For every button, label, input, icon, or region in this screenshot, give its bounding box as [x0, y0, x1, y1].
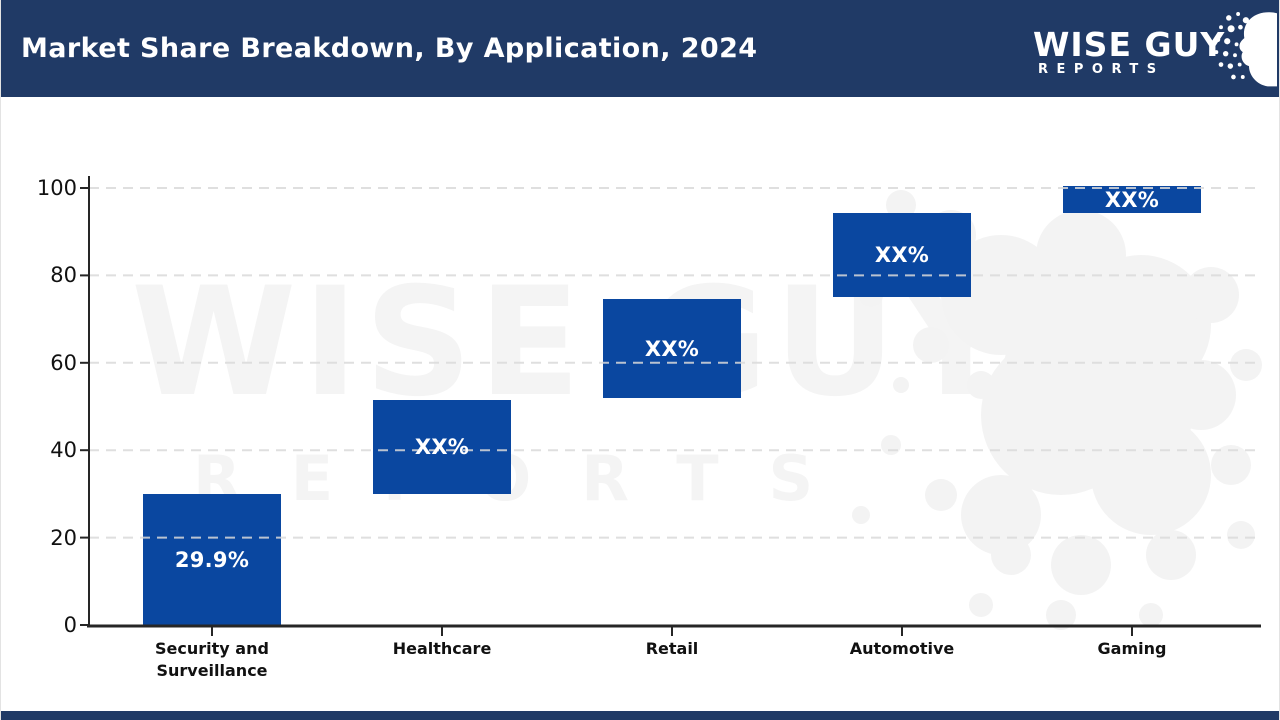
- page-title: Market Share Breakdown, By Application, …: [21, 33, 758, 64]
- bar: [143, 494, 281, 625]
- bar: [833, 213, 971, 298]
- bar-value-label: XX%: [414, 434, 470, 459]
- bar-value-label: 29.9%: [174, 547, 250, 572]
- x-category-label: Healthcare: [392, 639, 492, 658]
- brand-logo: WISE GUY REPORTS: [1005, 5, 1277, 93]
- bar-value-label: XX%: [1104, 187, 1160, 212]
- y-tick-label: 60: [50, 350, 77, 375]
- brand-logo-text: WISE GUY: [1033, 25, 1226, 64]
- bar-value-label: XX%: [874, 243, 930, 268]
- x-category-label: Security and Surveillance: [155, 639, 269, 680]
- watermark-face-icon: [852, 190, 1262, 630]
- y-tick-label: 0: [63, 613, 77, 637]
- y-tick-label: 20: [50, 525, 77, 550]
- header-bar: Market Share Breakdown, By Application, …: [1, 0, 1279, 97]
- footer-bar: [1, 711, 1279, 720]
- y-tick-label: 40: [50, 438, 77, 463]
- x-category-label: Automotive: [849, 639, 955, 658]
- bar: [603, 299, 741, 398]
- brand-logo-subtext: REPORTS: [1038, 62, 1165, 77]
- bar: [373, 399, 511, 494]
- y-tick-label: 80: [50, 263, 77, 288]
- y-tick-label: 100: [36, 176, 77, 200]
- x-category-label: Retail: [645, 639, 699, 658]
- bar: [1063, 186, 1201, 214]
- bar-value-label: XX%: [644, 336, 700, 361]
- x-category-label: Gaming: [1097, 639, 1167, 658]
- brand-logo-face-icon: [1214, 12, 1277, 87]
